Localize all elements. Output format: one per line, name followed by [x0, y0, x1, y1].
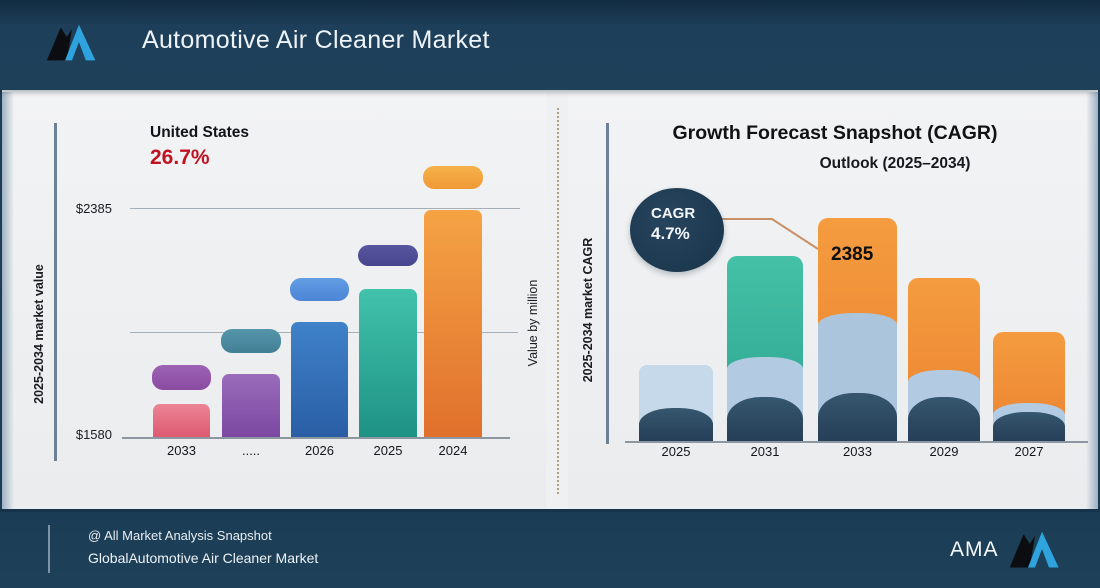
right-bar-base-dome-2029	[908, 397, 980, 441]
right-edge-strip	[1098, 90, 1100, 509]
right-bar-base-dome-2027	[993, 412, 1065, 441]
ama-footer-logo-icon	[1009, 531, 1059, 568]
cagr-connector-line	[722, 218, 819, 250]
left-chart-y-axis-title: 2025-2034 market value	[32, 264, 46, 404]
footer-snapshot-text: @ All Market Analysis Snapshot	[88, 528, 272, 543]
right-xlabel-2027: 2027	[1014, 444, 1044, 459]
left-edge-fade	[2, 90, 14, 509]
right-bar-2025	[639, 365, 713, 441]
right-chart-subtitle: Outlook (2025–2034)	[819, 155, 971, 172]
cagr-badge: CAGR 4.7%	[630, 188, 724, 272]
panel-divider-dashed-line	[557, 108, 559, 494]
left-bar-2025	[359, 289, 417, 437]
left-bar-2026	[291, 322, 348, 437]
left-chart-ytick-1580: $1580	[75, 427, 112, 442]
right-bar-base-dome-2031	[727, 397, 803, 441]
left-bar-cap-.....	[221, 329, 281, 353]
right-xlabel-2029: 2029	[929, 444, 959, 459]
right-xlabel-2031: 2031	[750, 444, 780, 459]
left-bar-cap-2026	[290, 278, 349, 301]
right-bar-annotation: 2385	[831, 244, 874, 265]
right-bar-2031	[727, 256, 803, 441]
left-edge-strip	[0, 90, 2, 509]
content-top-edge	[0, 90, 1100, 92]
left-bar-2024	[424, 210, 482, 437]
right-xlabel-2033: 2033	[843, 444, 872, 459]
left-chart-right-axis-title: Value by million	[526, 279, 540, 367]
right-bar-base-dome-2025	[639, 408, 713, 441]
right-bar-base-dome-2033	[818, 393, 897, 441]
right-bar-2027	[993, 332, 1065, 441]
right-chart-title: Growth Forecast Snapshot (CAGR)	[672, 122, 998, 144]
left-bar-cap-2025	[358, 245, 418, 266]
footer: @ All Market Analysis Snapshot GlobalAut…	[0, 509, 1100, 588]
header: Automotive Air Cleaner Market	[0, 0, 1100, 90]
right-chart-baseline	[625, 441, 1088, 443]
right-bar-2029	[908, 278, 980, 441]
cagr-badge-label: CAGR	[651, 205, 696, 222]
left-bar-2033	[153, 404, 210, 437]
left-chart-title: United States	[150, 124, 250, 141]
left-chart-highlight-value: 26.7%	[150, 146, 210, 169]
left-xlabel-2025: 2025	[373, 443, 403, 458]
left-bar-cap-2033	[152, 365, 211, 390]
left-bar-.....	[222, 374, 280, 437]
left-bar-cap-2024	[423, 166, 483, 189]
left-xlabel-2033: 2033	[167, 443, 196, 458]
left-xlabel-.....: .....	[241, 443, 261, 458]
left-chart-baseline	[122, 437, 510, 439]
left-chart-gridline-top	[130, 208, 520, 209]
left-chart-ytick-2385: $2385	[75, 201, 112, 216]
footer-divider-line	[48, 525, 50, 573]
left-chart-y-axis-line	[54, 123, 57, 461]
left-xlabel-2026: 2026	[305, 443, 334, 458]
right-bar-2033: 2385	[818, 218, 897, 441]
footer-market-text: GlobalAutomotive Air Cleaner Market	[88, 550, 319, 566]
page-title: Automotive Air Cleaner Market	[142, 26, 490, 54]
right-chart-y-axis-title: 2025-2034 market CAGR	[581, 237, 595, 383]
right-xlabel-2025: 2025	[661, 444, 691, 459]
left-xlabel-2024: 2024	[438, 443, 468, 458]
footer-brand-text: AMA	[950, 538, 999, 561]
right-chart-y-axis-line	[606, 123, 609, 444]
cagr-badge-value: 4.7%	[651, 224, 690, 243]
right-edge-fade	[1086, 90, 1098, 509]
ama-logo-icon	[46, 24, 96, 61]
